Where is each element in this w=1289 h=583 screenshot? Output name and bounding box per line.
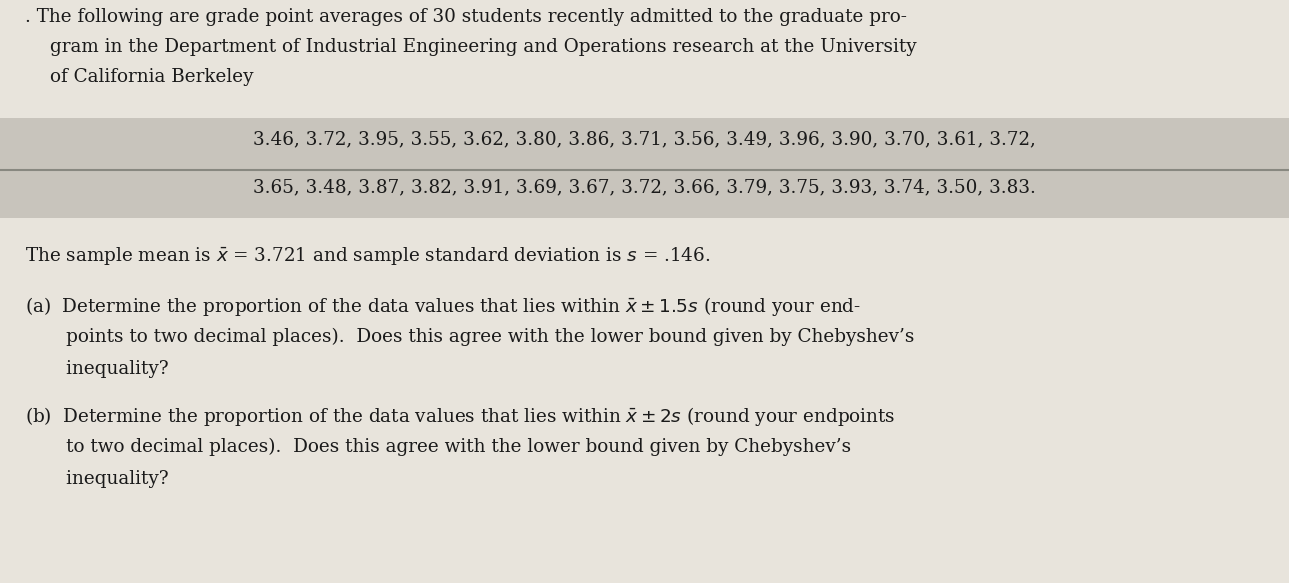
Text: points to two decimal places).  Does this agree with the lower bound given by Ch: points to two decimal places). Does this… bbox=[24, 328, 914, 346]
Text: inequality?: inequality? bbox=[24, 360, 169, 378]
FancyBboxPatch shape bbox=[0, 118, 1289, 218]
Text: gram in the Department of Industrial Engineering and Operations research at the : gram in the Department of Industrial Eng… bbox=[50, 38, 916, 56]
Text: to two decimal places).  Does this agree with the lower bound given by Chebyshev: to two decimal places). Does this agree … bbox=[24, 438, 851, 456]
Text: inequality?: inequality? bbox=[24, 470, 169, 488]
Text: 3.46, 3.72, 3.95, 3.55, 3.62, 3.80, 3.86, 3.71, 3.56, 3.49, 3.96, 3.90, 3.70, 3.: 3.46, 3.72, 3.95, 3.55, 3.62, 3.80, 3.86… bbox=[253, 130, 1036, 148]
Text: (b)  Determine the proportion of the data values that lies within $\bar{x}\pm2s$: (b) Determine the proportion of the data… bbox=[24, 405, 896, 428]
Text: The sample mean is $\bar{x}$ = 3.721 and sample standard deviation is $s$ = .146: The sample mean is $\bar{x}$ = 3.721 and… bbox=[24, 245, 710, 267]
Text: 3.65, 3.48, 3.87, 3.82, 3.91, 3.69, 3.67, 3.72, 3.66, 3.79, 3.75, 3.93, 3.74, 3.: 3.65, 3.48, 3.87, 3.82, 3.91, 3.69, 3.67… bbox=[253, 178, 1036, 196]
Text: . The following are grade point averages of 30 students recently admitted to the: . The following are grade point averages… bbox=[24, 8, 907, 26]
Text: of California Berkeley: of California Berkeley bbox=[50, 68, 254, 86]
Text: (a)  Determine the proportion of the data values that lies within $\bar{x}\pm 1.: (a) Determine the proportion of the data… bbox=[24, 295, 861, 318]
